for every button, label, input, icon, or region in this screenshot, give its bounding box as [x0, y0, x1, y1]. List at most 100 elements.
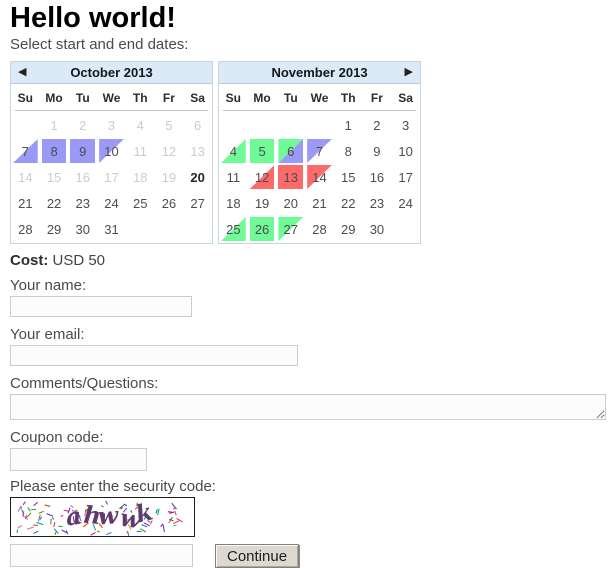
day-number: 4: [137, 118, 144, 133]
day-number: 11: [227, 170, 241, 185]
day-cell[interactable]: 27: [183, 190, 212, 216]
day-cell[interactable]: 26: [155, 190, 184, 216]
day-cell[interactable]: 7: [11, 138, 40, 164]
day-cell[interactable]: 29: [334, 216, 363, 242]
day-cell[interactable]: 10: [391, 138, 420, 164]
weekday-label: Sa: [183, 91, 212, 105]
submit-row: Continue: [10, 544, 606, 568]
day-number: 18: [226, 196, 240, 211]
day-cell[interactable]: 20: [183, 164, 212, 190]
day-number: 19: [255, 196, 269, 211]
day-cell[interactable]: 23: [363, 190, 392, 216]
day-number: 6: [194, 118, 201, 133]
day-cell[interactable]: 19: [248, 190, 277, 216]
day-cell[interactable]: 17: [391, 164, 420, 190]
day-cell[interactable]: 5: [248, 138, 277, 164]
prev-month-icon[interactable]: ◀: [18, 66, 26, 79]
day-cell[interactable]: 10: [97, 138, 126, 164]
day-cell[interactable]: 15: [334, 164, 363, 190]
day-cell[interactable]: 6: [276, 138, 305, 164]
day-cell[interactable]: 20: [276, 190, 305, 216]
day-cell[interactable]: 16: [363, 164, 392, 190]
day-cell: 4: [126, 112, 155, 138]
day-cell[interactable]: 13: [276, 164, 305, 190]
day-cell: 18: [126, 164, 155, 190]
day-number: 3: [402, 118, 409, 133]
weekday-label: Th: [334, 91, 363, 105]
day-cell: 3: [97, 112, 126, 138]
cost-label: Cost:: [10, 252, 48, 269]
day-number: 17: [104, 170, 118, 185]
day-cell[interactable]: 28: [305, 216, 334, 242]
day-number: 14: [18, 170, 32, 185]
day-number: 7: [22, 144, 29, 159]
day-cell-empty: [248, 112, 277, 138]
day-number: 25: [133, 196, 147, 211]
calendar-header: ◀October 2013: [11, 62, 212, 84]
day-cell[interactable]: 7: [305, 138, 334, 164]
day-cell[interactable]: 23: [68, 190, 97, 216]
day-cell[interactable]: 12: [248, 164, 277, 190]
day-cell: 19: [155, 164, 184, 190]
day-number: 18: [133, 170, 147, 185]
comments-textarea[interactable]: [10, 394, 606, 420]
day-cell[interactable]: 3: [391, 112, 420, 138]
day-number: 10: [398, 144, 412, 159]
day-cell[interactable]: 14: [305, 164, 334, 190]
name-label: Your name:: [10, 277, 606, 294]
day-cell[interactable]: 9: [68, 138, 97, 164]
day-cell[interactable]: 11: [219, 164, 248, 190]
day-number: 24: [398, 196, 412, 211]
day-cell[interactable]: 8: [334, 138, 363, 164]
day-cell-empty: [126, 216, 155, 242]
day-cell[interactable]: 25: [126, 190, 155, 216]
day-cell[interactable]: 26: [248, 216, 277, 242]
day-cell[interactable]: 28: [11, 216, 40, 242]
day-cell[interactable]: 22: [40, 190, 69, 216]
day-cell[interactable]: 29: [40, 216, 69, 242]
day-number: 23: [370, 196, 384, 211]
day-cell[interactable]: 21: [11, 190, 40, 216]
weekday-label: Tu: [276, 91, 305, 105]
coupon-input[interactable]: [10, 448, 147, 471]
day-cell[interactable]: 18: [219, 190, 248, 216]
day-cell[interactable]: 8: [40, 138, 69, 164]
day-number: 22: [47, 196, 61, 211]
name-input[interactable]: [10, 296, 192, 317]
day-cell[interactable]: 2: [363, 112, 392, 138]
day-cell-empty: [391, 216, 420, 242]
day-cell[interactable]: 30: [68, 216, 97, 242]
coupon-field-group: Coupon code:: [10, 429, 606, 471]
day-cell[interactable]: 4: [219, 138, 248, 164]
day-number: 21: [18, 196, 32, 211]
day-cell[interactable]: 27: [276, 216, 305, 242]
continue-button[interactable]: Continue: [215, 544, 299, 568]
day-cell: 17: [97, 164, 126, 190]
day-cell[interactable]: 1: [334, 112, 363, 138]
calendar-header: November 2013 ▶: [219, 62, 420, 84]
day-cell: 13: [183, 138, 212, 164]
day-cell[interactable]: 25: [219, 216, 248, 242]
calendar-title: November 2013: [271, 65, 367, 80]
day-cell[interactable]: 24: [391, 190, 420, 216]
day-cell: 12: [155, 138, 184, 164]
day-number: 12: [255, 170, 269, 185]
day-cell[interactable]: 21: [305, 190, 334, 216]
day-cell[interactable]: 30: [363, 216, 392, 242]
day-cell[interactable]: 22: [334, 190, 363, 216]
comments-label: Comments/Questions:: [10, 375, 606, 392]
next-month-icon[interactable]: ▶: [405, 66, 413, 79]
page-title: Hello world!: [10, 2, 606, 35]
day-cell[interactable]: 24: [97, 190, 126, 216]
day-number: 5: [258, 144, 265, 159]
security-code-input[interactable]: [10, 544, 193, 567]
day-cell-empty: [11, 112, 40, 138]
weekday-label: Mo: [40, 91, 69, 105]
day-cell[interactable]: 31: [97, 216, 126, 242]
day-number: 21: [312, 196, 326, 211]
email-input[interactable]: [10, 345, 298, 366]
day-cell[interactable]: 9: [363, 138, 392, 164]
